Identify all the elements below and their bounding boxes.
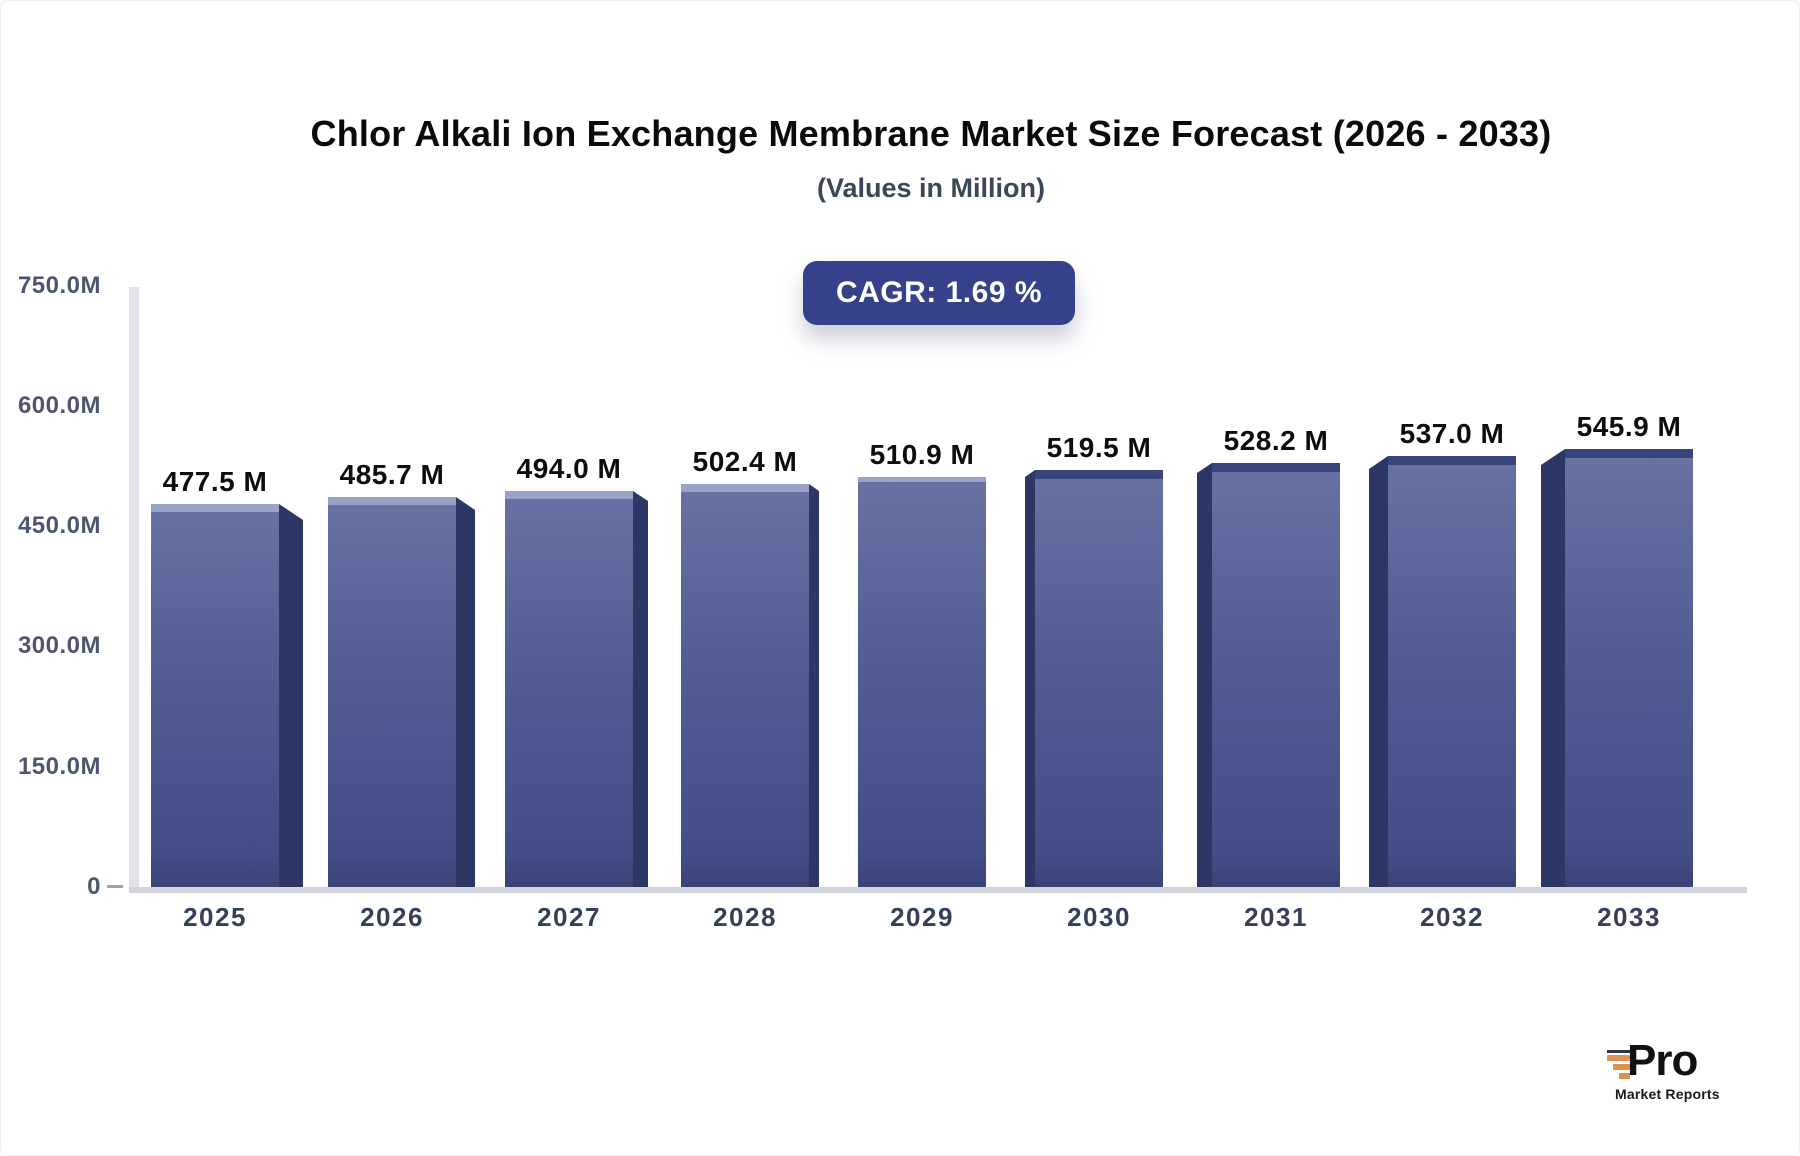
- x-axis-tick-label: 2032: [1420, 902, 1484, 932]
- y-axis-wall: [129, 287, 139, 887]
- bar-top-face: [151, 504, 279, 512]
- bar-2027: [505, 491, 648, 887]
- bar-value-label: 502.4 M: [692, 446, 798, 477]
- y-axis-tick-label: 750.0M: [17, 271, 101, 299]
- x-axis-tick-label: 2028: [713, 902, 777, 932]
- bar-value-label: 545.9 M: [1576, 411, 1682, 442]
- bar-top-face: [681, 484, 809, 492]
- y-axis-tick-label: 450.0M: [17, 512, 101, 540]
- bar-side-face: [633, 491, 648, 887]
- logo-tagline-text: Market Reports: [1615, 1086, 1720, 1102]
- bar-side-face: [809, 484, 819, 887]
- bar-top-face: [1388, 456, 1516, 465]
- bar-side-face: [1197, 463, 1212, 887]
- cagr-badge: CAGR: 1.69 %: [803, 261, 1075, 325]
- bar-value-label: 477.5 M: [162, 466, 268, 497]
- bar-value-label: 485.7 M: [339, 459, 445, 490]
- y-axis-tick-label: 300.0M: [17, 632, 101, 660]
- bar-2032: [1369, 456, 1516, 887]
- bar-top-face: [328, 497, 456, 505]
- x-axis-tick-label: 2025: [183, 902, 247, 932]
- bar-side-face: [1369, 456, 1388, 887]
- bar-side-face: [279, 504, 303, 887]
- bar-2031: [1197, 463, 1340, 887]
- bar-top-face: [1565, 449, 1693, 458]
- bar-top-face: [1035, 470, 1163, 479]
- logo-brand-text: Pro: [1627, 1036, 1698, 1085]
- chart-subtitle: (Values in Million): [816, 173, 1046, 203]
- y-axis-tick-label: 600.0M: [17, 391, 101, 419]
- bar-2029: [858, 477, 986, 887]
- x-axis-tick-label: 2026: [360, 902, 424, 932]
- cagr-badge-label: CAGR: 1.69 %: [835, 276, 1043, 309]
- bar-2026: [328, 497, 475, 887]
- bar-value-label: 537.0 M: [1399, 418, 1505, 449]
- bar-value-label: 528.2 M: [1223, 425, 1329, 456]
- x-axis-floor: [129, 887, 1747, 893]
- bar-top-face: [858, 477, 986, 482]
- y-axis-zero-tick: [107, 885, 123, 888]
- bar-side-face: [1541, 449, 1565, 887]
- bar-value-label: 519.5 M: [1046, 432, 1152, 463]
- logo-stripes-icon: [1607, 1050, 1630, 1082]
- bar-top-face: [505, 491, 633, 499]
- y-axis-tick-label: 150.0M: [17, 752, 101, 780]
- pro-market-reports-logo: Pro Market Reports: [1607, 1036, 1787, 1102]
- bar-top-face: [1212, 463, 1340, 472]
- x-axis-tick-label: 2030: [1067, 902, 1131, 932]
- bar-value-label: 494.0 M: [516, 453, 622, 484]
- bar-2030: [1025, 470, 1163, 887]
- bar-2025: [151, 504, 303, 887]
- bar-value-label: 510.9 M: [869, 439, 975, 470]
- bar-2028: [681, 484, 819, 887]
- bar-side-face: [1025, 470, 1035, 887]
- x-axis-tick-label: 2027: [537, 902, 601, 932]
- chart-title: Chlor Alkali Ion Exchange Membrane Marke…: [310, 113, 1552, 154]
- x-axis-tick-label: 2031: [1244, 902, 1308, 932]
- y-axis-tick-label: 0: [87, 873, 101, 900]
- x-axis-tick-label: 2029: [890, 902, 954, 932]
- x-axis-tick-label: 2033: [1597, 902, 1661, 932]
- bar-2033: [1541, 449, 1693, 887]
- bar-side-face: [456, 497, 475, 887]
